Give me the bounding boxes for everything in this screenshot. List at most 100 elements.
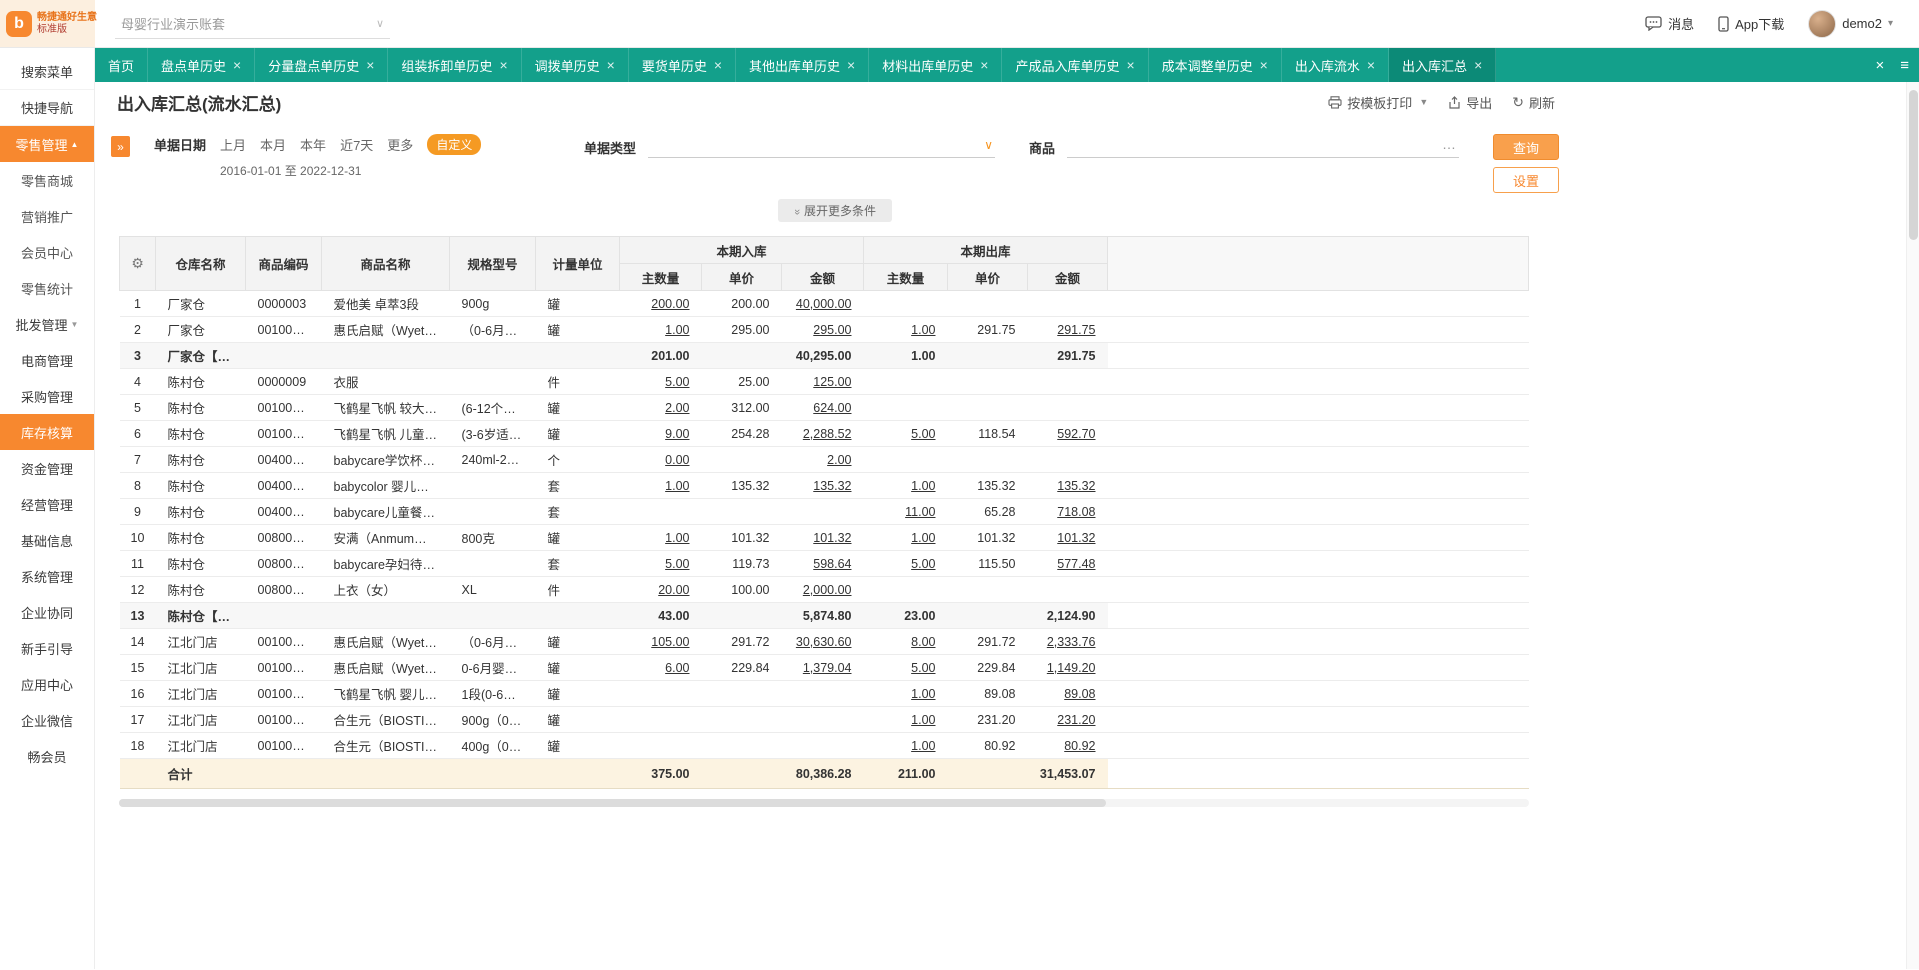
vertical-scrollbar-thumb[interactable]: [1908, 90, 1918, 240]
tab-其他出库单历史[interactable]: 其他出库单历史 ×: [736, 48, 870, 82]
drilldown-link[interactable]: 598.64: [813, 556, 852, 571]
tab-menu-icon[interactable]: ≡: [1900, 56, 1909, 74]
tab-close-icon[interactable]: ×: [1259, 57, 1268, 73]
horizontal-scrollbar-thumb[interactable]: [119, 799, 1106, 807]
drilldown-link[interactable]: 1.00: [911, 738, 936, 753]
tab-close-icon[interactable]: ×: [713, 57, 723, 73]
drilldown-link[interactable]: 9.00: [665, 426, 690, 441]
tab-出入库流水[interactable]: 出入库流水 ×: [1282, 48, 1390, 82]
settings-button[interactable]: 设置: [1493, 167, 1559, 193]
drilldown-link[interactable]: 6.00: [665, 660, 690, 675]
drilldown-link[interactable]: 125.00: [813, 374, 852, 389]
account-selector[interactable]: 母婴行业演示账套 ∨: [115, 9, 390, 39]
drilldown-link[interactable]: 135.32: [813, 478, 852, 493]
sidebar-item-基础信息[interactable]: 基础信息: [0, 522, 94, 558]
sidebar-item-经营管理[interactable]: 经营管理: [0, 486, 94, 522]
sidebar-item-零售管理[interactable]: 零售管理 ▲: [0, 126, 94, 162]
drilldown-link[interactable]: 291.75: [1057, 322, 1096, 337]
drilldown-link[interactable]: 231.20: [1057, 712, 1096, 727]
tab-close-icon[interactable]: ×: [1126, 57, 1135, 73]
date-range-value[interactable]: 2016-01-01 至 2022-12-31: [220, 164, 362, 178]
tab-首页[interactable]: 首页: [95, 48, 149, 82]
drilldown-link[interactable]: 5.00: [911, 660, 936, 675]
drilldown-link[interactable]: 20.00: [658, 582, 690, 597]
tab-close-icon[interactable]: ×: [499, 57, 508, 73]
tab-close-icon[interactable]: ×: [980, 57, 989, 73]
drilldown-link[interactable]: 1.00: [665, 478, 690, 493]
drilldown-link[interactable]: 80.92: [1064, 738, 1096, 753]
drilldown-link[interactable]: 1.00: [911, 322, 936, 337]
tab-close-icon[interactable]: ×: [847, 57, 856, 73]
app-download-button[interactable]: App下载: [1718, 14, 1784, 33]
expand-more-conditions-button[interactable]: »展开更多条件: [777, 199, 893, 222]
drilldown-link[interactable]: 1.00: [665, 322, 690, 337]
drilldown-link[interactable]: 718.08: [1057, 504, 1096, 519]
drilldown-link[interactable]: 295.00: [813, 322, 852, 337]
date-option-上月[interactable]: 上月: [220, 138, 247, 153]
drilldown-link[interactable]: 2.00: [665, 400, 690, 415]
drilldown-link[interactable]: 1.00: [911, 478, 936, 493]
sidebar-item-零售统计[interactable]: 零售统计: [0, 270, 94, 306]
drilldown-link[interactable]: 592.70: [1057, 426, 1096, 441]
tab-close-icon[interactable]: ×: [1474, 57, 1483, 73]
tab-出入库汇总[interactable]: 出入库汇总 ×: [1389, 48, 1497, 82]
messages-button[interactable]: 消息: [1645, 14, 1694, 33]
tab-材料出库单历史[interactable]: 材料出库单历史 ×: [869, 48, 1003, 82]
drilldown-link[interactable]: 2.00: [827, 452, 852, 467]
sidebar-item-电商管理[interactable]: 电商管理: [0, 342, 94, 378]
drilldown-link[interactable]: 624.00: [813, 400, 852, 415]
tab-close-icon[interactable]: ×: [366, 57, 375, 73]
tab-组装拆卸单历史[interactable]: 组装拆卸单历史 ×: [388, 48, 522, 82]
drilldown-link[interactable]: 1.00: [911, 712, 936, 727]
tab-close-icon[interactable]: ×: [233, 57, 242, 73]
drilldown-link[interactable]: 5.00: [665, 556, 690, 571]
sidebar-item-企业协同[interactable]: 企业协同: [0, 594, 94, 630]
sidebar-item-采购管理[interactable]: 采购管理: [0, 378, 94, 414]
tab-成本调整单历史[interactable]: 成本调整单历史 ×: [1149, 48, 1282, 82]
sidebar-item-会员中心[interactable]: 会员中心: [0, 234, 94, 270]
refresh-button[interactable]: ↻ 刷新: [1512, 93, 1555, 112]
drilldown-link[interactable]: 2,333.76: [1046, 634, 1096, 649]
tab-close-icon[interactable]: ×: [1366, 57, 1376, 73]
drilldown-link[interactable]: 135.32: [1057, 478, 1096, 493]
user-menu[interactable]: demo2 ▾: [1808, 9, 1893, 38]
drilldown-link[interactable]: 200.00: [651, 296, 690, 311]
tab-调拨单历史[interactable]: 调拨单历史 ×: [522, 48, 629, 82]
date-option-本月[interactable]: 本月: [260, 138, 287, 153]
sidebar-item-资金管理[interactable]: 资金管理: [0, 450, 94, 486]
custom-date-badge[interactable]: 自定义: [427, 134, 482, 155]
drilldown-link[interactable]: 0.00: [665, 452, 690, 467]
tab-close-icon[interactable]: ×: [606, 57, 615, 73]
collapse-filters-button[interactable]: »: [111, 136, 130, 157]
sidebar-item-快捷导航[interactable]: 快捷导航: [0, 90, 94, 126]
sidebar-item-系统管理[interactable]: 系统管理: [0, 558, 94, 594]
date-option-本年[interactable]: 本年: [300, 138, 327, 153]
export-button[interactable]: 导出: [1448, 93, 1492, 112]
ellipsis-picker-icon[interactable]: …: [1442, 136, 1457, 152]
sidebar-item-应用中心[interactable]: 应用中心: [0, 666, 94, 702]
tab-要货单历史[interactable]: 要货单历史 ×: [629, 48, 737, 82]
tab-盘点单历史[interactable]: 盘点单历史 ×: [148, 48, 256, 82]
drilldown-link[interactable]: 11.00: [905, 504, 936, 519]
sidebar-item-营销推广[interactable]: 营销推广: [0, 198, 94, 234]
drilldown-link[interactable]: 8.00: [911, 634, 936, 649]
drilldown-link[interactable]: 5.00: [665, 374, 690, 389]
column-settings-gear-icon[interactable]: ⚙: [131, 255, 144, 271]
drilldown-link[interactable]: 105.00: [651, 634, 690, 649]
horizontal-scrollbar[interactable]: [119, 799, 1529, 807]
print-by-template-button[interactable]: 按模板打印 ▼: [1328, 93, 1428, 112]
sidebar-item-新手引导[interactable]: 新手引导: [0, 630, 94, 666]
product-input[interactable]: …: [1067, 136, 1459, 158]
search-button[interactable]: 查询: [1493, 134, 1559, 160]
sidebar-item-企业微信[interactable]: 企业微信: [0, 702, 94, 738]
sidebar-item-零售商城[interactable]: 零售商城: [0, 162, 94, 198]
drilldown-link[interactable]: 1.00: [665, 530, 690, 545]
tab-分量盘点单历史[interactable]: 分量盘点单历史 ×: [255, 48, 389, 82]
drilldown-link[interactable]: 101.32: [1057, 530, 1096, 545]
drilldown-link[interactable]: 577.48: [1057, 556, 1096, 571]
tab-产成品入库单历史[interactable]: 产成品入库单历史 ×: [1002, 48, 1149, 82]
drilldown-link[interactable]: 5.00: [911, 426, 936, 441]
vertical-scrollbar[interactable]: [1906, 82, 1919, 969]
sidebar-item-库存核算[interactable]: 库存核算: [0, 414, 94, 450]
drilldown-link[interactable]: 1,379.04: [802, 660, 852, 675]
